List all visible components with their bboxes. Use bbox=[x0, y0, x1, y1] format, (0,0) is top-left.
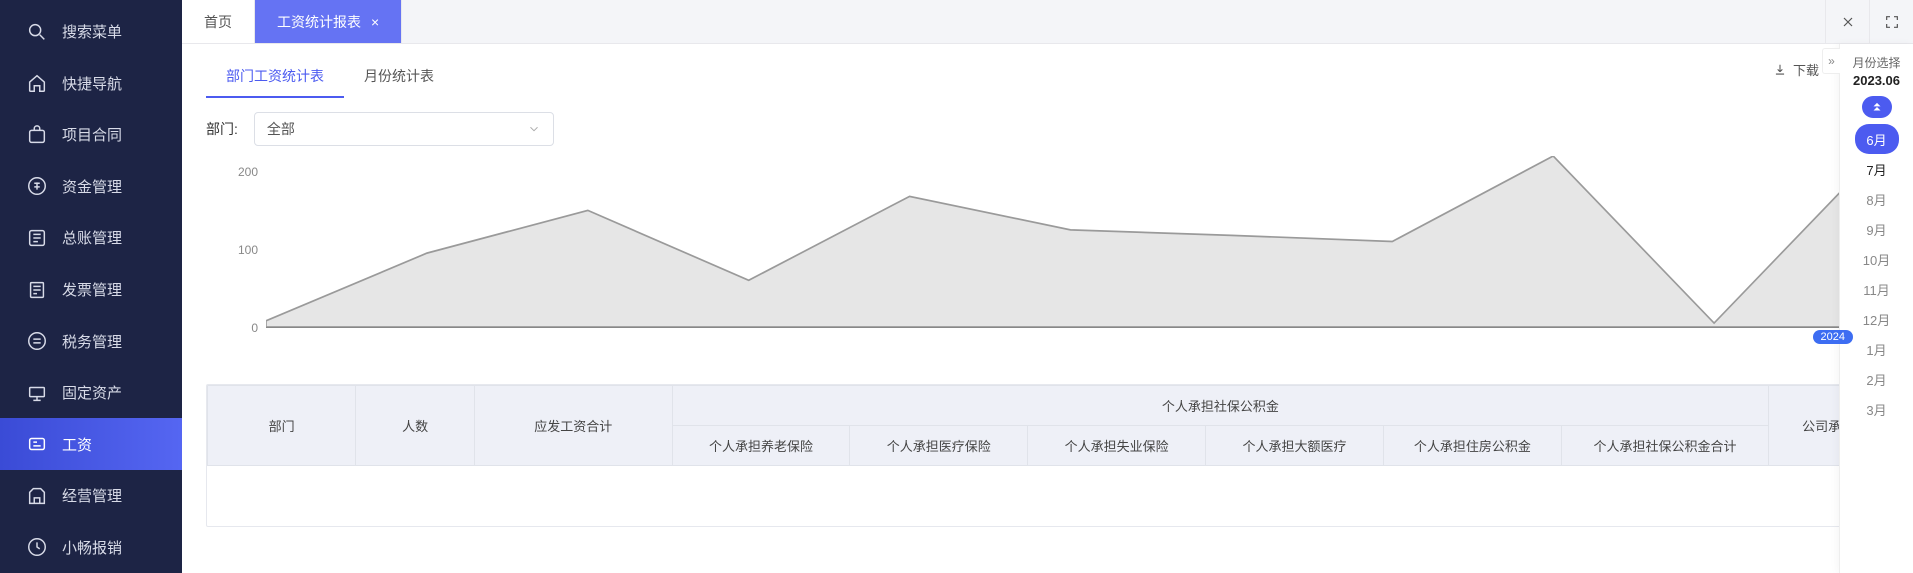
content: 部门工资统计表月份统计表 下载 刷新 部门: 全部 bbox=[182, 44, 1913, 573]
sidebar-item-label: 搜索菜单 bbox=[62, 21, 122, 42]
sidebar-item-label: 快捷导航 bbox=[62, 73, 122, 94]
table-cell bbox=[1206, 466, 1384, 526]
table-header: 个人承担住房公积金 bbox=[1383, 426, 1561, 466]
month-item-7[interactable]: 1月 bbox=[1855, 334, 1899, 364]
table-cell bbox=[1383, 466, 1561, 526]
table-cell bbox=[356, 466, 475, 526]
salary-area-chart: 0 100 200 bbox=[220, 156, 1875, 356]
tab-1[interactable]: 工资统计报表 × bbox=[255, 0, 402, 43]
asset-icon bbox=[26, 382, 48, 404]
filter-row: 部门: 全部 bbox=[206, 98, 1889, 156]
biz-icon bbox=[26, 485, 48, 507]
sidebar: 搜索菜单快捷导航项目合同资金管理总账管理发票管理税务管理固定资产工资经营管理小畅… bbox=[0, 0, 182, 573]
invoice-icon bbox=[26, 279, 48, 301]
table-header: 个人承担医疗保险 bbox=[850, 426, 1028, 466]
dept-filter-label: 部门: bbox=[206, 119, 238, 139]
table-header: 个人承担失业保险 bbox=[1028, 426, 1206, 466]
sidebar-item-label: 固定资产 bbox=[62, 382, 122, 403]
table-header: 个人承担大额医疗 bbox=[1206, 426, 1384, 466]
sidebar-item-9[interactable]: 经营管理 bbox=[0, 470, 182, 522]
sidebar-item-label: 资金管理 bbox=[62, 176, 122, 197]
month-item-3[interactable]: 9月 bbox=[1855, 214, 1899, 244]
dept-select[interactable]: 全部 bbox=[254, 112, 554, 146]
month-item-6[interactable]: 12月 bbox=[1855, 304, 1899, 334]
collapse-month-panel-button[interactable]: » bbox=[1822, 48, 1840, 74]
subtab-1[interactable]: 月份统计表 bbox=[344, 54, 454, 98]
sidebar-item-label: 税务管理 bbox=[62, 331, 122, 352]
wage-icon bbox=[26, 433, 48, 455]
month-item-5[interactable]: 11月 bbox=[1855, 274, 1899, 304]
table-header: 部门 bbox=[208, 386, 356, 466]
sidebar-item-label: 总账管理 bbox=[62, 227, 122, 248]
money-icon bbox=[26, 175, 48, 197]
sidebar-item-label: 工资 bbox=[62, 434, 92, 455]
sidebar-item-3[interactable]: 资金管理 bbox=[0, 161, 182, 213]
bag-icon bbox=[26, 124, 48, 146]
month-item-4[interactable]: 10月 bbox=[1855, 244, 1899, 274]
month-picker-panel: » 月份选择 2023.06 6月7月8月9月10月11月12月1月2月3月 bbox=[1839, 44, 1913, 573]
sidebar-item-label: 小畅报销 bbox=[62, 537, 122, 558]
month-item-9[interactable]: 3月 bbox=[1855, 394, 1899, 424]
tab-close-icon[interactable]: × bbox=[371, 14, 379, 30]
tab-bar: 首页 工资统计报表 × bbox=[182, 0, 1913, 44]
sidebar-item-label: 项目合同 bbox=[62, 124, 122, 145]
ledger-icon bbox=[26, 227, 48, 249]
month-item-1[interactable]: 7月 bbox=[1855, 154, 1899, 184]
chevron-down-icon bbox=[527, 122, 541, 136]
sub-tabs: 部门工资统计表月份统计表 下载 刷新 bbox=[206, 44, 1889, 98]
table-header: 个人承担养老保险 bbox=[672, 426, 850, 466]
sidebar-item-label: 经营管理 bbox=[62, 485, 122, 506]
month-item-0[interactable]: 6月 bbox=[1855, 124, 1899, 154]
search-icon bbox=[26, 21, 48, 43]
sidebar-item-1[interactable]: 快捷导航 bbox=[0, 58, 182, 110]
sidebar-item-10[interactable]: 小畅报销 bbox=[0, 521, 182, 573]
table-cell bbox=[1561, 466, 1768, 526]
dept-select-value: 全部 bbox=[267, 119, 295, 139]
y-tick: 100 bbox=[238, 243, 258, 257]
month-item-8[interactable]: 2月 bbox=[1855, 364, 1899, 394]
close-icon[interactable] bbox=[1825, 0, 1869, 44]
month-scroll-up-button[interactable] bbox=[1862, 96, 1892, 118]
month-picker-year: 2023.06 bbox=[1853, 73, 1900, 88]
main: 首页 工资统计报表 × 部门工资统计表月份统计表 下载 bbox=[182, 0, 1913, 573]
reimb-icon bbox=[26, 536, 48, 558]
table-header-group: 个人承担社保公积金 bbox=[672, 386, 1769, 426]
sidebar-item-2[interactable]: 项目合同 bbox=[0, 109, 182, 161]
download-label: 下载 bbox=[1793, 60, 1819, 79]
subtab-0[interactable]: 部门工资统计表 bbox=[206, 54, 344, 98]
sidebar-item-5[interactable]: 发票管理 bbox=[0, 264, 182, 316]
table-cell bbox=[474, 466, 672, 526]
table-header: 应发工资合计 bbox=[474, 386, 672, 466]
table-header: 个人承担社保公积金合计 bbox=[1561, 426, 1768, 466]
home-icon bbox=[26, 72, 48, 94]
table-cell bbox=[208, 466, 356, 526]
tax-icon bbox=[26, 330, 48, 352]
tab-0[interactable]: 首页 bbox=[182, 0, 255, 43]
sidebar-item-label: 发票管理 bbox=[62, 279, 122, 300]
sidebar-item-8[interactable]: 工资 bbox=[0, 418, 182, 470]
month-picker-title: 月份选择 bbox=[1852, 54, 1900, 71]
sidebar-item-7[interactable]: 固定资产 bbox=[0, 367, 182, 419]
fullscreen-icon[interactable] bbox=[1869, 0, 1913, 44]
sidebar-item-0[interactable]: 搜索菜单 bbox=[0, 6, 182, 58]
sidebar-item-6[interactable]: 税务管理 bbox=[0, 315, 182, 367]
download-button[interactable]: 下载 bbox=[1773, 60, 1819, 79]
y-tick: 200 bbox=[238, 165, 258, 179]
table-cell bbox=[850, 466, 1028, 526]
tab-label: 首页 bbox=[204, 12, 232, 32]
table-cell bbox=[672, 466, 850, 526]
sidebar-item-4[interactable]: 总账管理 bbox=[0, 212, 182, 264]
table-cell bbox=[1028, 466, 1206, 526]
month-item-2[interactable]: 8月 bbox=[1855, 184, 1899, 214]
y-tick: 0 bbox=[251, 321, 258, 335]
tab-label: 工资统计报表 bbox=[277, 12, 361, 32]
salary-table: 部门人数应发工资合计个人承担社保公积金公司承担个人承担养老保险个人承担医疗保险个… bbox=[206, 384, 1889, 527]
table-header: 人数 bbox=[356, 386, 475, 466]
